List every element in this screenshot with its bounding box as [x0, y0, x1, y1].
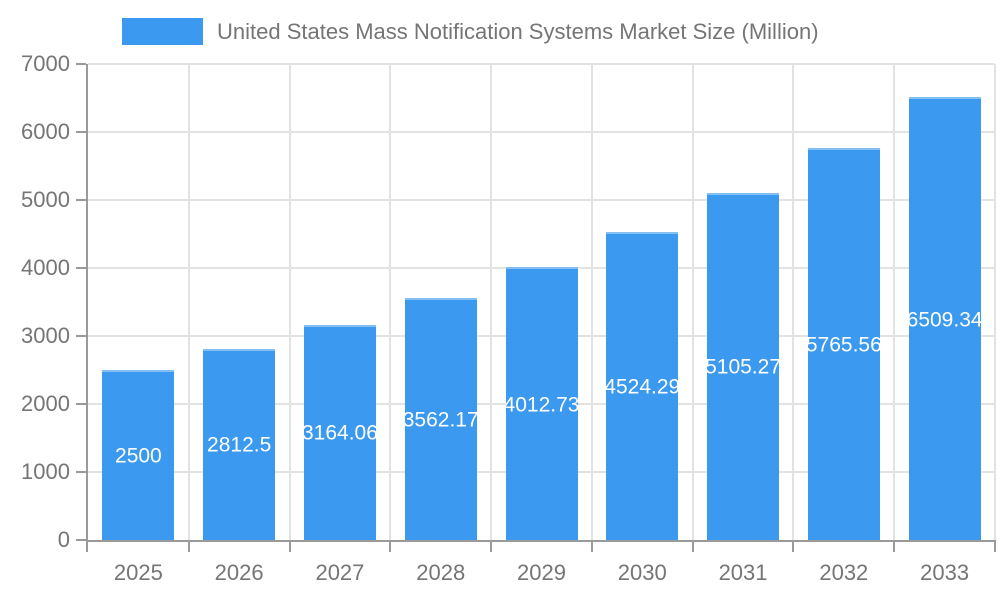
- gridline-vertical: [691, 64, 694, 540]
- y-tick-label: 2000: [21, 391, 70, 416]
- y-axis-tick: [76, 471, 86, 473]
- bar-value-label: 3164.06: [301, 421, 378, 445]
- y-axis-tick: [76, 335, 86, 337]
- bar-2030[interactable]: 4524.29: [604, 232, 681, 540]
- y-tick-label: 1000: [21, 459, 70, 484]
- gridline-vertical: [590, 64, 593, 540]
- gridline-vertical: [389, 64, 392, 540]
- plot-area: 0 1000 2000 3000 4000 5000 6000 7000 2025 2026 202…: [21, 53, 996, 584]
- x-tick-label: 2032: [819, 560, 869, 585]
- gridline-vertical: [893, 64, 896, 540]
- x-axis-tick: [590, 540, 593, 552]
- y-axis-tick: [76, 199, 86, 201]
- x-tick-label: 2025: [113, 560, 163, 585]
- bar-value-label: 2812.5: [207, 433, 272, 457]
- y-axis-tick: [76, 403, 86, 405]
- x-tick-label: 2027: [315, 560, 365, 585]
- bar-2025[interactable]: 2500: [102, 370, 175, 540]
- bar-2027[interactable]: 3164.06: [301, 324, 378, 540]
- y-tick-label: 0: [57, 527, 70, 552]
- y-tick-label: 3000: [21, 323, 70, 348]
- x-axis-tick: [994, 540, 996, 552]
- x-axis-tick: [490, 540, 493, 552]
- x-axis-tick: [691, 540, 694, 552]
- legend-label: United States Mass Notification Systems …: [217, 18, 819, 44]
- x-tick-label: 2026: [214, 560, 264, 585]
- gridline-vertical: [490, 64, 493, 540]
- bar-value-label: 6509.34: [906, 308, 983, 332]
- y-tick-label: 7000: [21, 51, 70, 76]
- y-axis-tick: [76, 539, 86, 541]
- x-axis-tick: [389, 540, 392, 552]
- gridline-vertical: [187, 64, 190, 540]
- x-tick-label: 2031: [718, 560, 768, 585]
- bar-2026[interactable]: 2812.5: [203, 348, 276, 540]
- y-axis-tick: [76, 63, 86, 65]
- bar-value-label: 3562.17: [402, 408, 479, 432]
- x-tick-label: 2030: [617, 560, 667, 585]
- x-axis-tick: [288, 540, 291, 552]
- y-axis-tick: [76, 131, 86, 133]
- y-tick-label: 4000: [21, 255, 70, 280]
- bar-value-label: 2500: [115, 444, 162, 468]
- gridline-horizontal: [88, 131, 995, 133]
- y-tick-label: 5000: [21, 187, 70, 212]
- bar-2031[interactable]: 5105.27: [705, 192, 782, 540]
- gridline-vertical: [994, 64, 996, 540]
- bar-2033[interactable]: 6509.34: [906, 97, 983, 540]
- bar-2029[interactable]: 4012.73: [503, 267, 580, 540]
- gridline-vertical: [792, 64, 795, 540]
- gridline-vertical: [288, 64, 291, 540]
- y-axis-tick: [76, 267, 86, 269]
- x-tick-label: 2028: [416, 560, 466, 585]
- bar-2032[interactable]: 5765.56: [805, 147, 882, 540]
- x-axis-tick: [792, 540, 795, 552]
- y-tick-label: 6000: [21, 119, 70, 144]
- chart-legend[interactable]: United States Mass Notification Systems …: [122, 18, 819, 45]
- bar-value-label: 4012.73: [503, 393, 580, 417]
- bar-value-label: 5765.56: [805, 333, 882, 357]
- x-axis-tick: [187, 540, 190, 552]
- x-tick-label: 2029: [517, 560, 566, 585]
- gridline-horizontal: [88, 199, 995, 201]
- bar-value-label: 5105.27: [705, 355, 782, 379]
- bar-2028[interactable]: 3562.17: [402, 297, 479, 540]
- x-tick-label: 2033: [920, 560, 970, 585]
- bar-value-label: 4524.29: [604, 375, 681, 399]
- x-axis-tick: [86, 540, 88, 552]
- gridline-horizontal: [88, 63, 995, 65]
- legend-swatch: [122, 18, 203, 45]
- x-axis-tick: [893, 540, 896, 552]
